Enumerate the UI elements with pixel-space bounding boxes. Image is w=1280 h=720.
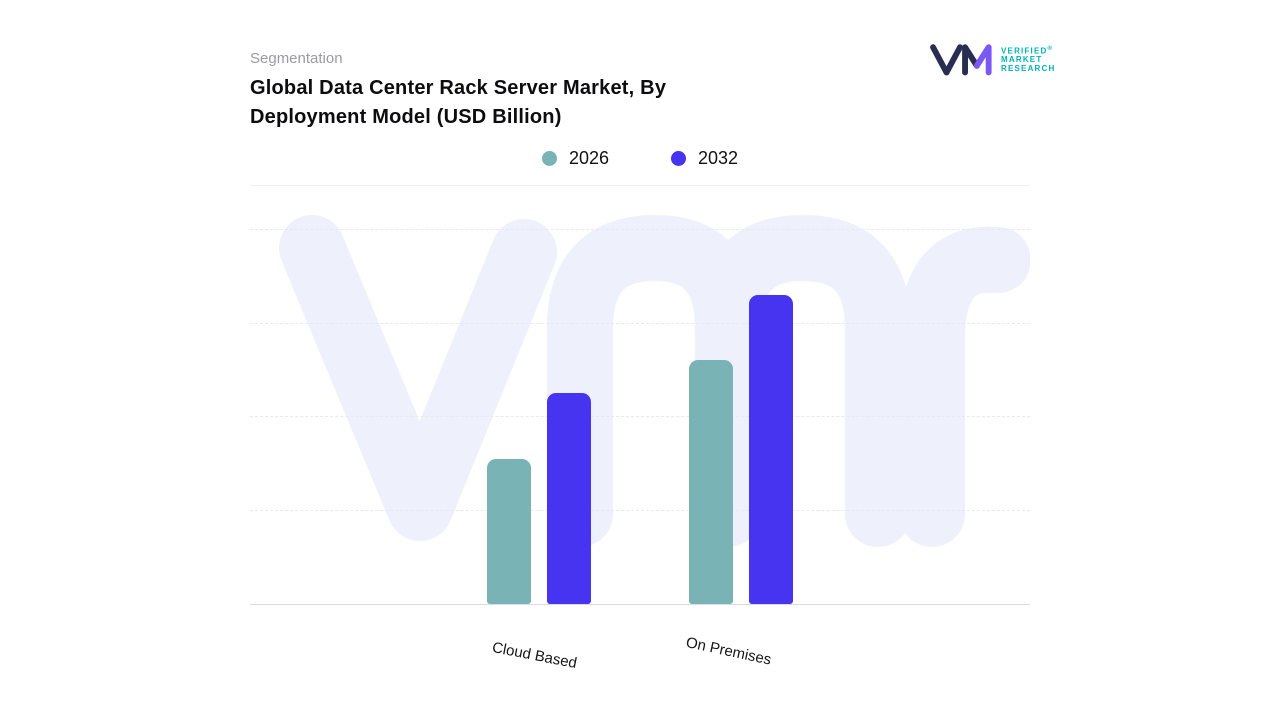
vmr-logo: VERIFIED® MARKET RESEARCH [928,38,1056,80]
chart-title: Global Data Center Rack Server Market, B… [250,74,810,132]
legend-label-2032: 2032 [698,148,739,168]
x-label-on-premises: On Premises [684,634,773,669]
plot-area [250,185,1030,605]
vmr-logo-text: VERIFIED® MARKET RESEARCH [1001,45,1056,74]
bar-group-on-premises [689,295,793,604]
bar-2026-cloud-based[interactable] [487,459,531,604]
bar-group-cloud-based [487,393,591,604]
legend-label-2026: 2026 [568,148,609,168]
legend-item-2026[interactable]: 2026 [541,148,609,169]
vmr-watermark-icon [279,215,1030,547]
x-axis-labels: Cloud Based On Premises [250,603,1030,693]
logo-line-market: MARKET [1001,55,1043,65]
eyebrow-label: Segmentation [250,50,343,67]
vmr-monogram-icon [930,44,992,76]
legend-item-2032[interactable]: 2032 [671,148,738,169]
bar-2032-cloud-based[interactable] [547,393,591,604]
chart-title-line1: Global Data Center Rack Server Market, B… [250,77,667,99]
x-label-cloud-based: Cloud Based [490,639,579,673]
gridline-3 [250,323,1030,324]
gridline-4 [250,229,1030,230]
legend-dot-2032 [671,151,686,166]
legend: 2026 2032 [250,148,1030,169]
chart-title-line2: Deployment Model (USD Billion) [250,106,562,128]
bar-2032-on-premises[interactable] [749,295,793,604]
logo-line-verified: VERIFIED [1001,46,1048,56]
logo-line-research: RESEARCH [1001,64,1056,74]
bar-2026-on-premises[interactable] [689,360,733,604]
legend-dot-2026 [541,151,557,166]
registered-mark: ® [1047,45,1054,52]
gridline-1 [250,510,1030,511]
gridline-2 [250,416,1030,417]
